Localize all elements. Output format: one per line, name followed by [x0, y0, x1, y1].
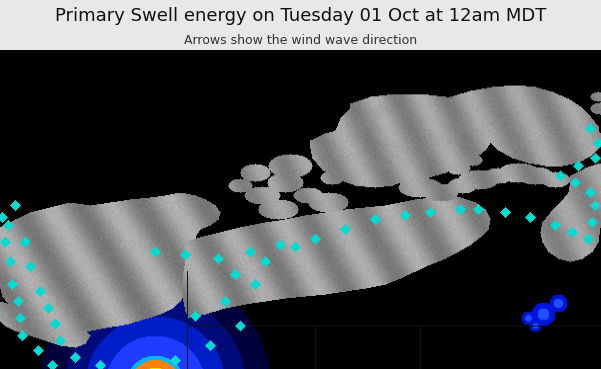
Text: Arrows show the wind wave direction: Arrows show the wind wave direction [184, 34, 417, 47]
Text: Primary Swell energy on Tuesday 01 Oct at 12am MDT: Primary Swell energy on Tuesday 01 Oct a… [55, 7, 546, 25]
